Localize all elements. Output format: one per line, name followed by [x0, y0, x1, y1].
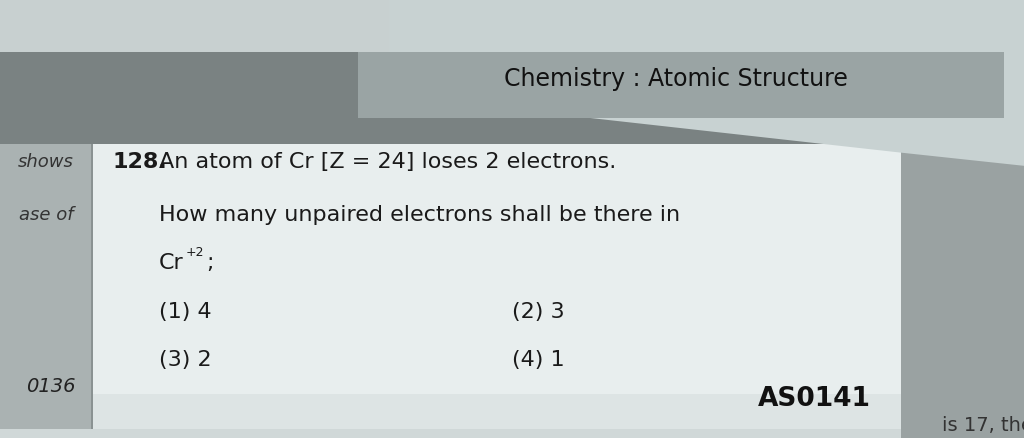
- Text: +2: +2: [185, 245, 204, 258]
- Text: (3) 2: (3) 2: [159, 349, 211, 369]
- Text: ase of: ase of: [18, 205, 74, 224]
- Text: is 17, the: is 17, the: [942, 415, 1024, 434]
- Bar: [0, 145, 92, 429]
- Text: An atom of Cr [Z = 24] loses 2 electrons.: An atom of Cr [Z = 24] loses 2 electrons…: [159, 152, 616, 172]
- Text: 128.: 128.: [113, 152, 167, 172]
- Bar: [92, 145, 901, 394]
- Bar: [901, 131, 1024, 438]
- Bar: [0, 53, 1024, 162]
- Bar: [0, 145, 1024, 438]
- Text: 0136: 0136: [26, 376, 75, 395]
- Text: AS0141: AS0141: [758, 385, 870, 412]
- Text: shows: shows: [18, 153, 74, 171]
- Text: Cr: Cr: [159, 253, 183, 273]
- Bar: [0, 0, 1024, 53]
- Bar: [91, 145, 93, 429]
- Text: ;: ;: [206, 253, 213, 273]
- Polygon shape: [389, 0, 1024, 166]
- Bar: [92, 145, 901, 429]
- Text: How many unpaired electrons shall be there in: How many unpaired electrons shall be the…: [159, 205, 680, 225]
- Text: (2) 3: (2) 3: [512, 301, 564, 321]
- Text: (1) 4: (1) 4: [159, 301, 211, 321]
- Text: Chemistry : Atomic Structure: Chemistry : Atomic Structure: [504, 67, 848, 91]
- Text: (4) 1: (4) 1: [512, 349, 564, 369]
- Polygon shape: [358, 53, 1004, 118]
